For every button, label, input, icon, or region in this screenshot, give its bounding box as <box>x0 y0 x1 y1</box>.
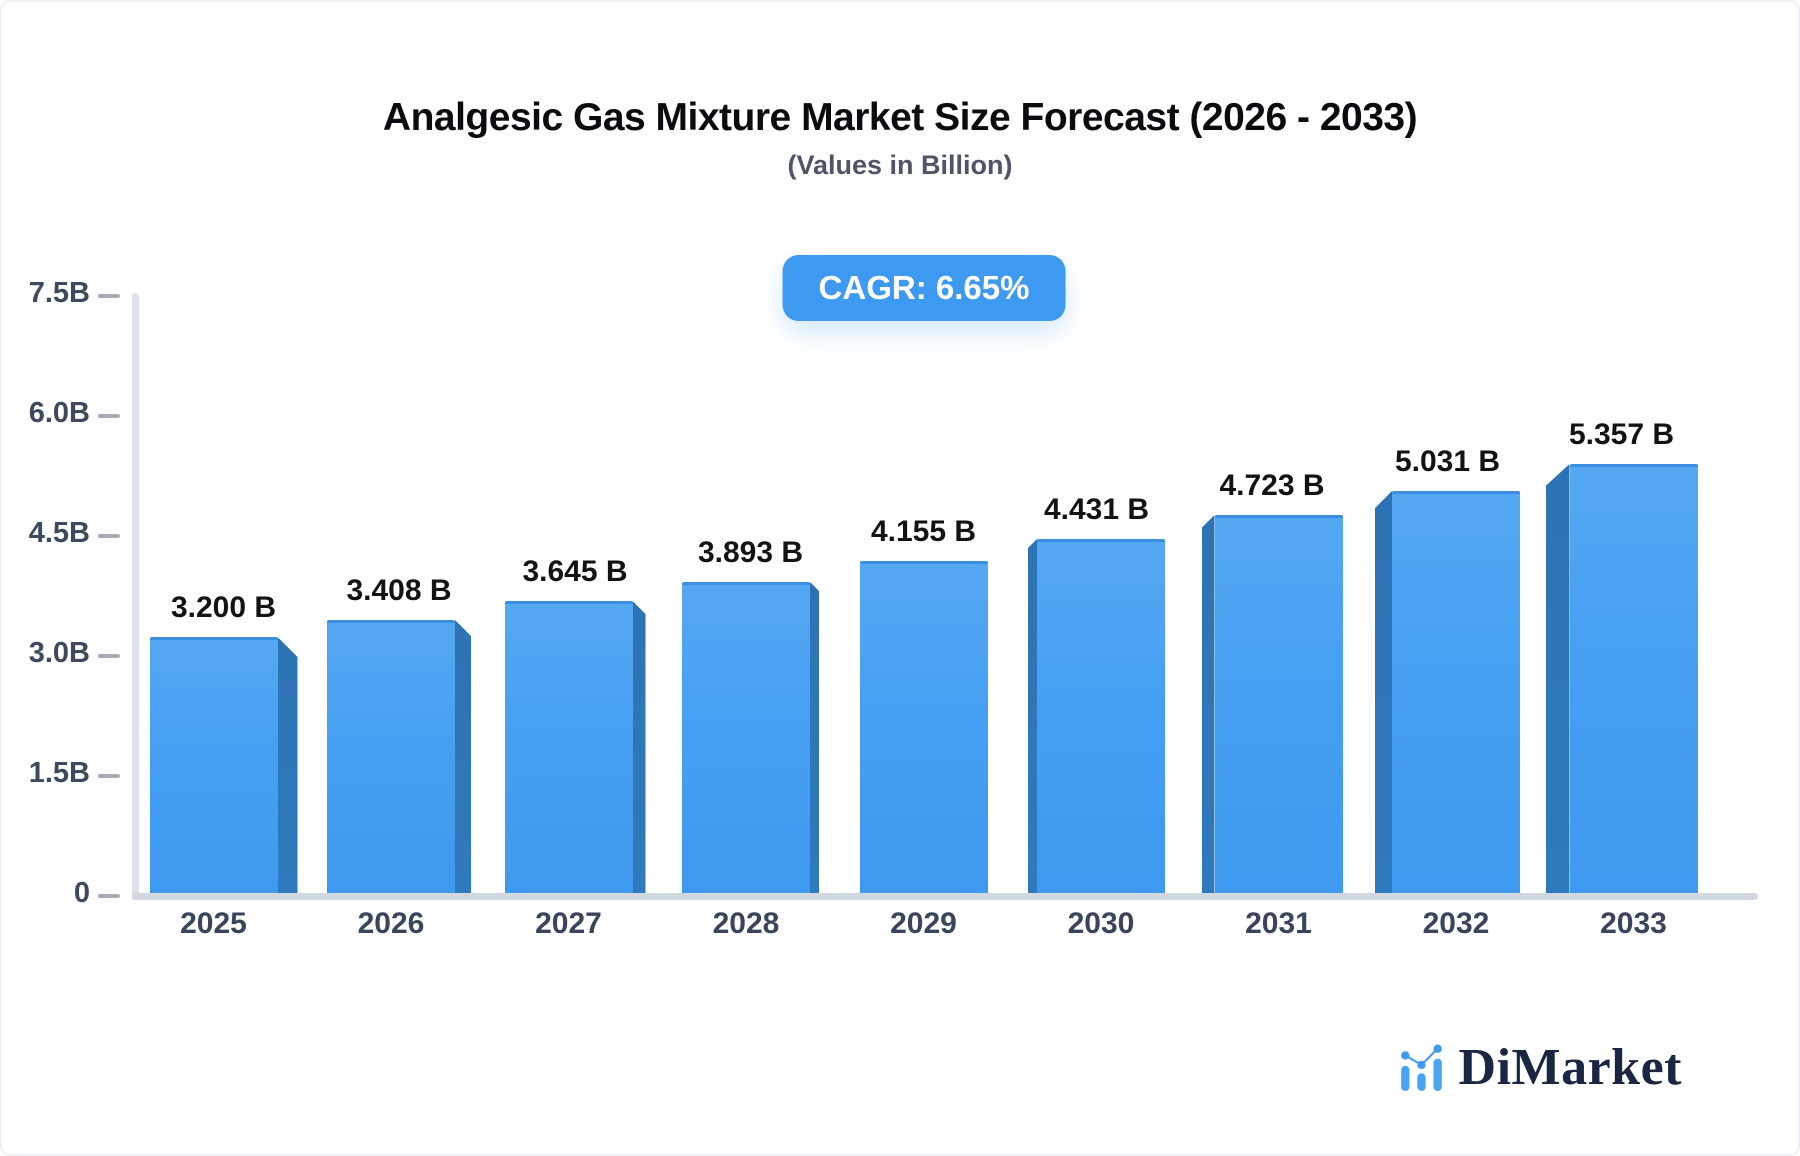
bar <box>682 582 810 893</box>
bar-3d-side <box>455 620 471 893</box>
bar-value-label: 5.357 B <box>1568 418 1675 451</box>
bar-value-label: 5.031 B <box>1394 445 1501 478</box>
bar <box>149 637 278 893</box>
y-axis-tick <box>98 894 120 898</box>
bar <box>1214 515 1343 893</box>
bar <box>327 620 455 893</box>
y-axis-line <box>132 293 139 899</box>
y-axis-tick <box>98 654 120 658</box>
bar <box>1037 539 1165 893</box>
y-axis-tick <box>98 534 120 538</box>
y-axis-tick <box>98 294 120 298</box>
bar-value-label: 3.200 B <box>170 591 277 624</box>
bar-3d-side <box>1028 539 1037 893</box>
bar <box>859 561 988 893</box>
x-axis-label: 2025 <box>180 907 247 940</box>
brand-logo-icon <box>1400 1044 1442 1091</box>
y-axis-tick-label: 4.5B <box>28 517 90 549</box>
x-axis-label: 2027 <box>535 907 602 940</box>
x-axis-label: 2030 <box>1067 907 1135 940</box>
y-axis-tick <box>98 774 120 778</box>
bar-3d-side <box>1201 515 1215 893</box>
bar-3d-side <box>810 582 819 893</box>
x-axis-line <box>132 893 1758 900</box>
y-axis-tick <box>98 414 120 418</box>
cagr-badge: CAGR: 6.65% <box>782 255 1066 321</box>
bar <box>1392 491 1520 893</box>
bar-value-label: 4.155 B <box>870 515 977 548</box>
x-axis-label: 2033 <box>1600 907 1667 940</box>
bar-value-label: 3.893 B <box>697 536 804 569</box>
x-axis-label: 2031 <box>1245 907 1312 940</box>
bar-value-label: 4.723 B <box>1219 469 1325 502</box>
bar-value-label: 3.645 B <box>522 555 628 588</box>
y-axis-tick-label: 1.5B <box>28 757 90 789</box>
bar <box>504 601 633 893</box>
bar-3d-side <box>1375 491 1392 893</box>
brand-logo: DiMarket <box>1399 1038 1682 1097</box>
bar-3d-side <box>277 637 298 893</box>
y-axis-tick-label: 7.5B <box>28 277 90 309</box>
y-axis-tick-label: 6.0B <box>28 397 90 429</box>
x-axis-label: 2032 <box>1422 907 1490 940</box>
chart-title: Analgesic Gas Mixture Market Size Foreca… <box>382 96 1418 139</box>
x-axis-label: 2028 <box>712 907 780 940</box>
brand-name: DiMarket <box>1458 1039 1682 1096</box>
bar-value-label: 3.408 B <box>346 574 452 607</box>
bar-3d-side <box>1545 464 1570 893</box>
bar-3d-side <box>632 601 646 893</box>
bar <box>1569 464 1698 893</box>
y-axis-tick-label: 0 <box>73 877 90 909</box>
chart-subtitle: (Values in Billion) <box>787 150 1013 180</box>
x-axis-label: 2026 <box>357 907 425 940</box>
x-axis-label: 2029 <box>890 907 957 940</box>
y-axis-tick-label: 3.0B <box>28 637 90 669</box>
bar-value-label: 4.431 B <box>1043 493 1150 526</box>
